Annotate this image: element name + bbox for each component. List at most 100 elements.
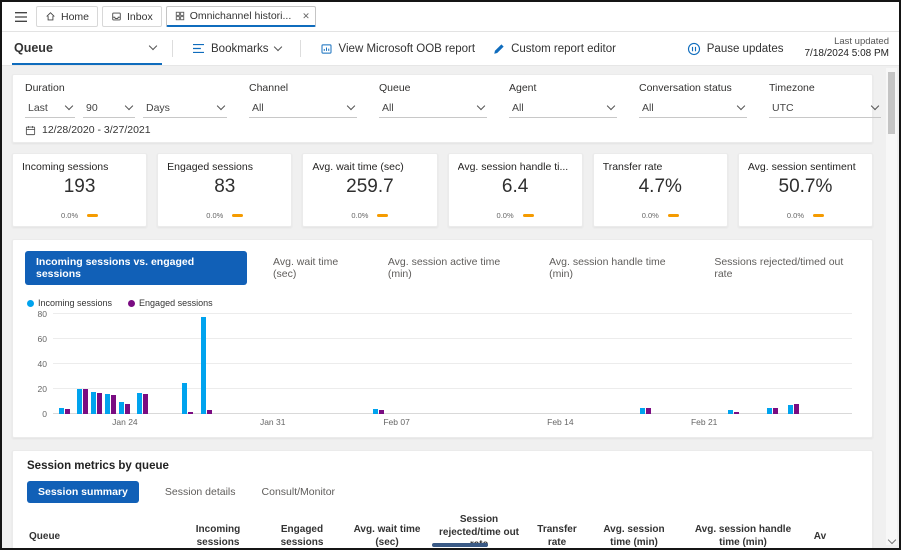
chart-tab-sessions-rejected[interactable]: Sessions rejected/timed out rate: [714, 256, 844, 280]
incoming-bar[interactable]: [788, 405, 794, 414]
tab-omnichannel-report[interactable]: Omnichannel histori... ✕: [165, 6, 316, 27]
kpi-engaged-sessions[interactable]: Engaged sessions 83 0.0%: [157, 153, 293, 227]
report-icon: [321, 43, 332, 54]
incoming-bar[interactable]: [372, 409, 378, 414]
engaged-bar[interactable]: [110, 395, 116, 414]
kpi-delta: 0.0%: [206, 211, 224, 220]
gridline: [53, 338, 852, 339]
tab-consult-monitor[interactable]: Consult/Monitor: [261, 486, 336, 498]
kpi-avg-session-sentiment[interactable]: Avg. session sentiment 50.7% 0.0%: [737, 153, 874, 227]
incoming-bar[interactable]: [728, 410, 734, 414]
legend-item-incoming[interactable]: Incoming sessions: [27, 298, 112, 308]
duration-last-value: Last: [28, 101, 48, 114]
engaged-bar[interactable]: [124, 404, 130, 414]
engaged-bar[interactable]: [646, 407, 652, 414]
column-header-avg-session-handle-time[interactable]: Avg. session handle time (min): [694, 524, 792, 548]
chart-tab-avg-wait-time[interactable]: Avg. wait time (sec): [273, 256, 339, 280]
pause-updates-button[interactable]: Pause updates: [678, 42, 793, 56]
custom-report-editor-button[interactable]: Custom report editor: [484, 32, 625, 65]
kpi-delta: 0.0%: [496, 211, 514, 220]
chart-tab-avg-session-active-time[interactable]: Avg. session active time (min): [387, 256, 501, 280]
bookmarks-icon: [193, 43, 204, 54]
engaged-bar[interactable]: [188, 411, 194, 414]
tab-session-summary[interactable]: Session summary: [27, 481, 139, 503]
kpi-transfer-rate[interactable]: Transfer rate 4.7% 0.0%: [592, 153, 728, 227]
vertical-scrollbar[interactable]: [886, 68, 897, 545]
column-header-engaged-sessions[interactable]: Engaged sessions: [280, 524, 324, 548]
horizontal-scrollbar-thumb[interactable]: [432, 543, 488, 547]
y-tick-label: 0: [42, 409, 47, 419]
hamburger-menu-button[interactable]: [10, 6, 32, 28]
agent-select[interactable]: All: [509, 98, 617, 118]
column-header-avg-session-time[interactable]: Avg. session time (min): [603, 524, 665, 548]
chart-tab-avg-session-handle-time[interactable]: Avg. session handle time (min): [549, 256, 666, 280]
kpi-value: 259.7: [346, 176, 394, 197]
kpi-value: 83: [214, 176, 236, 197]
tab-session-details[interactable]: Session details: [164, 486, 236, 498]
kpi-avg-session-handle-time[interactable]: Avg. session handle ti... 6.4 0.0%: [447, 153, 583, 227]
hamburger-icon: [15, 11, 27, 22]
engaged-bar[interactable]: [734, 411, 740, 414]
y-tick-label: 80: [37, 309, 47, 319]
column-header-incoming-sessions[interactable]: Incoming sessions: [195, 524, 241, 548]
engaged-bar[interactable]: [772, 407, 778, 414]
engaged-bar[interactable]: [206, 410, 212, 414]
kpi-avg-wait-time[interactable]: Avg. wait time (sec) 259.7 0.0%: [302, 153, 438, 227]
chevron-down-icon: [124, 101, 134, 111]
legend-label: Engaged sessions: [139, 298, 213, 308]
incoming-bar[interactable]: [182, 382, 188, 414]
column-header-avg-wait-time[interactable]: Avg. wait time (sec): [353, 524, 421, 548]
filter-queue: Queue All: [379, 82, 487, 118]
bookmarks-button[interactable]: Bookmarks: [183, 32, 290, 65]
legend-item-engaged[interactable]: Engaged sessions: [128, 298, 213, 308]
kpi-value: 193: [63, 176, 96, 197]
incoming-bar[interactable]: [766, 407, 772, 414]
queue-report-dropdown[interactable]: Queue: [12, 32, 162, 65]
y-tick-label: 60: [37, 334, 47, 344]
chevron-down-icon: [64, 101, 74, 111]
kpi-incoming-sessions[interactable]: Incoming sessions 193 0.0%: [12, 153, 148, 227]
engaged-bar[interactable]: [794, 404, 800, 414]
kpi-delta: 0.0%: [351, 211, 369, 220]
engaged-bar[interactable]: [82, 389, 88, 414]
incoming-bar[interactable]: [118, 401, 124, 414]
tab-inbox[interactable]: Inbox: [102, 6, 162, 27]
duration-unit-select[interactable]: Days: [143, 98, 227, 118]
incoming-bar[interactable]: [640, 407, 646, 414]
incoming-bar[interactable]: [91, 391, 97, 414]
conversation-status-select[interactable]: All: [639, 98, 747, 118]
column-header-queue[interactable]: Queue: [29, 530, 61, 542]
scroll-down-button[interactable]: [887, 535, 896, 545]
incoming-bar[interactable]: [104, 394, 110, 414]
engaged-bar[interactable]: [378, 410, 384, 414]
incoming-bar[interactable]: [76, 389, 82, 414]
last-updated-value: 7/18/2024 5:08 PM: [804, 48, 889, 60]
duration-last-select[interactable]: Last: [25, 98, 75, 118]
queue-select[interactable]: All: [379, 98, 487, 118]
channel-label: Channel: [249, 82, 289, 94]
timezone-select[interactable]: UTC: [769, 98, 881, 118]
engaged-bar[interactable]: [142, 394, 148, 414]
kpi-title: Avg. wait time (sec): [312, 161, 404, 173]
tab-home[interactable]: Home: [36, 6, 99, 27]
close-tab-icon[interactable]: ✕: [302, 10, 310, 21]
scrollbar-thumb[interactable]: [888, 72, 895, 134]
engaged-bar[interactable]: [97, 392, 103, 414]
chart-tab-incoming-vs-engaged[interactable]: Incoming sessions vs. engaged sessions: [25, 251, 248, 285]
engaged-bar[interactable]: [65, 409, 71, 414]
incoming-bar[interactable]: [136, 392, 142, 414]
view-oob-report-button[interactable]: View Microsoft OOB report: [311, 32, 485, 65]
incoming-bar[interactable]: [59, 407, 65, 414]
inbox-icon: [112, 12, 121, 21]
tab-omnichannel-label: Omnichannel histori...: [189, 10, 292, 22]
chevron-down-icon: [606, 101, 616, 111]
queue-dropdown-label: Queue: [14, 40, 53, 55]
chart-plot[interactable]: 0 20 40 60 80: [38, 309, 852, 419]
report-content: Duration Last 90 Days Channel: [2, 66, 899, 548]
incoming-bar[interactable]: [200, 316, 206, 414]
y-tick-label: 20: [37, 384, 47, 394]
column-header-truncated[interactable]: Av: [813, 530, 827, 542]
column-header-transfer-rate[interactable]: Transfer rate: [537, 524, 577, 548]
duration-number-select[interactable]: 90: [83, 98, 135, 118]
channel-select[interactable]: All: [249, 98, 357, 118]
